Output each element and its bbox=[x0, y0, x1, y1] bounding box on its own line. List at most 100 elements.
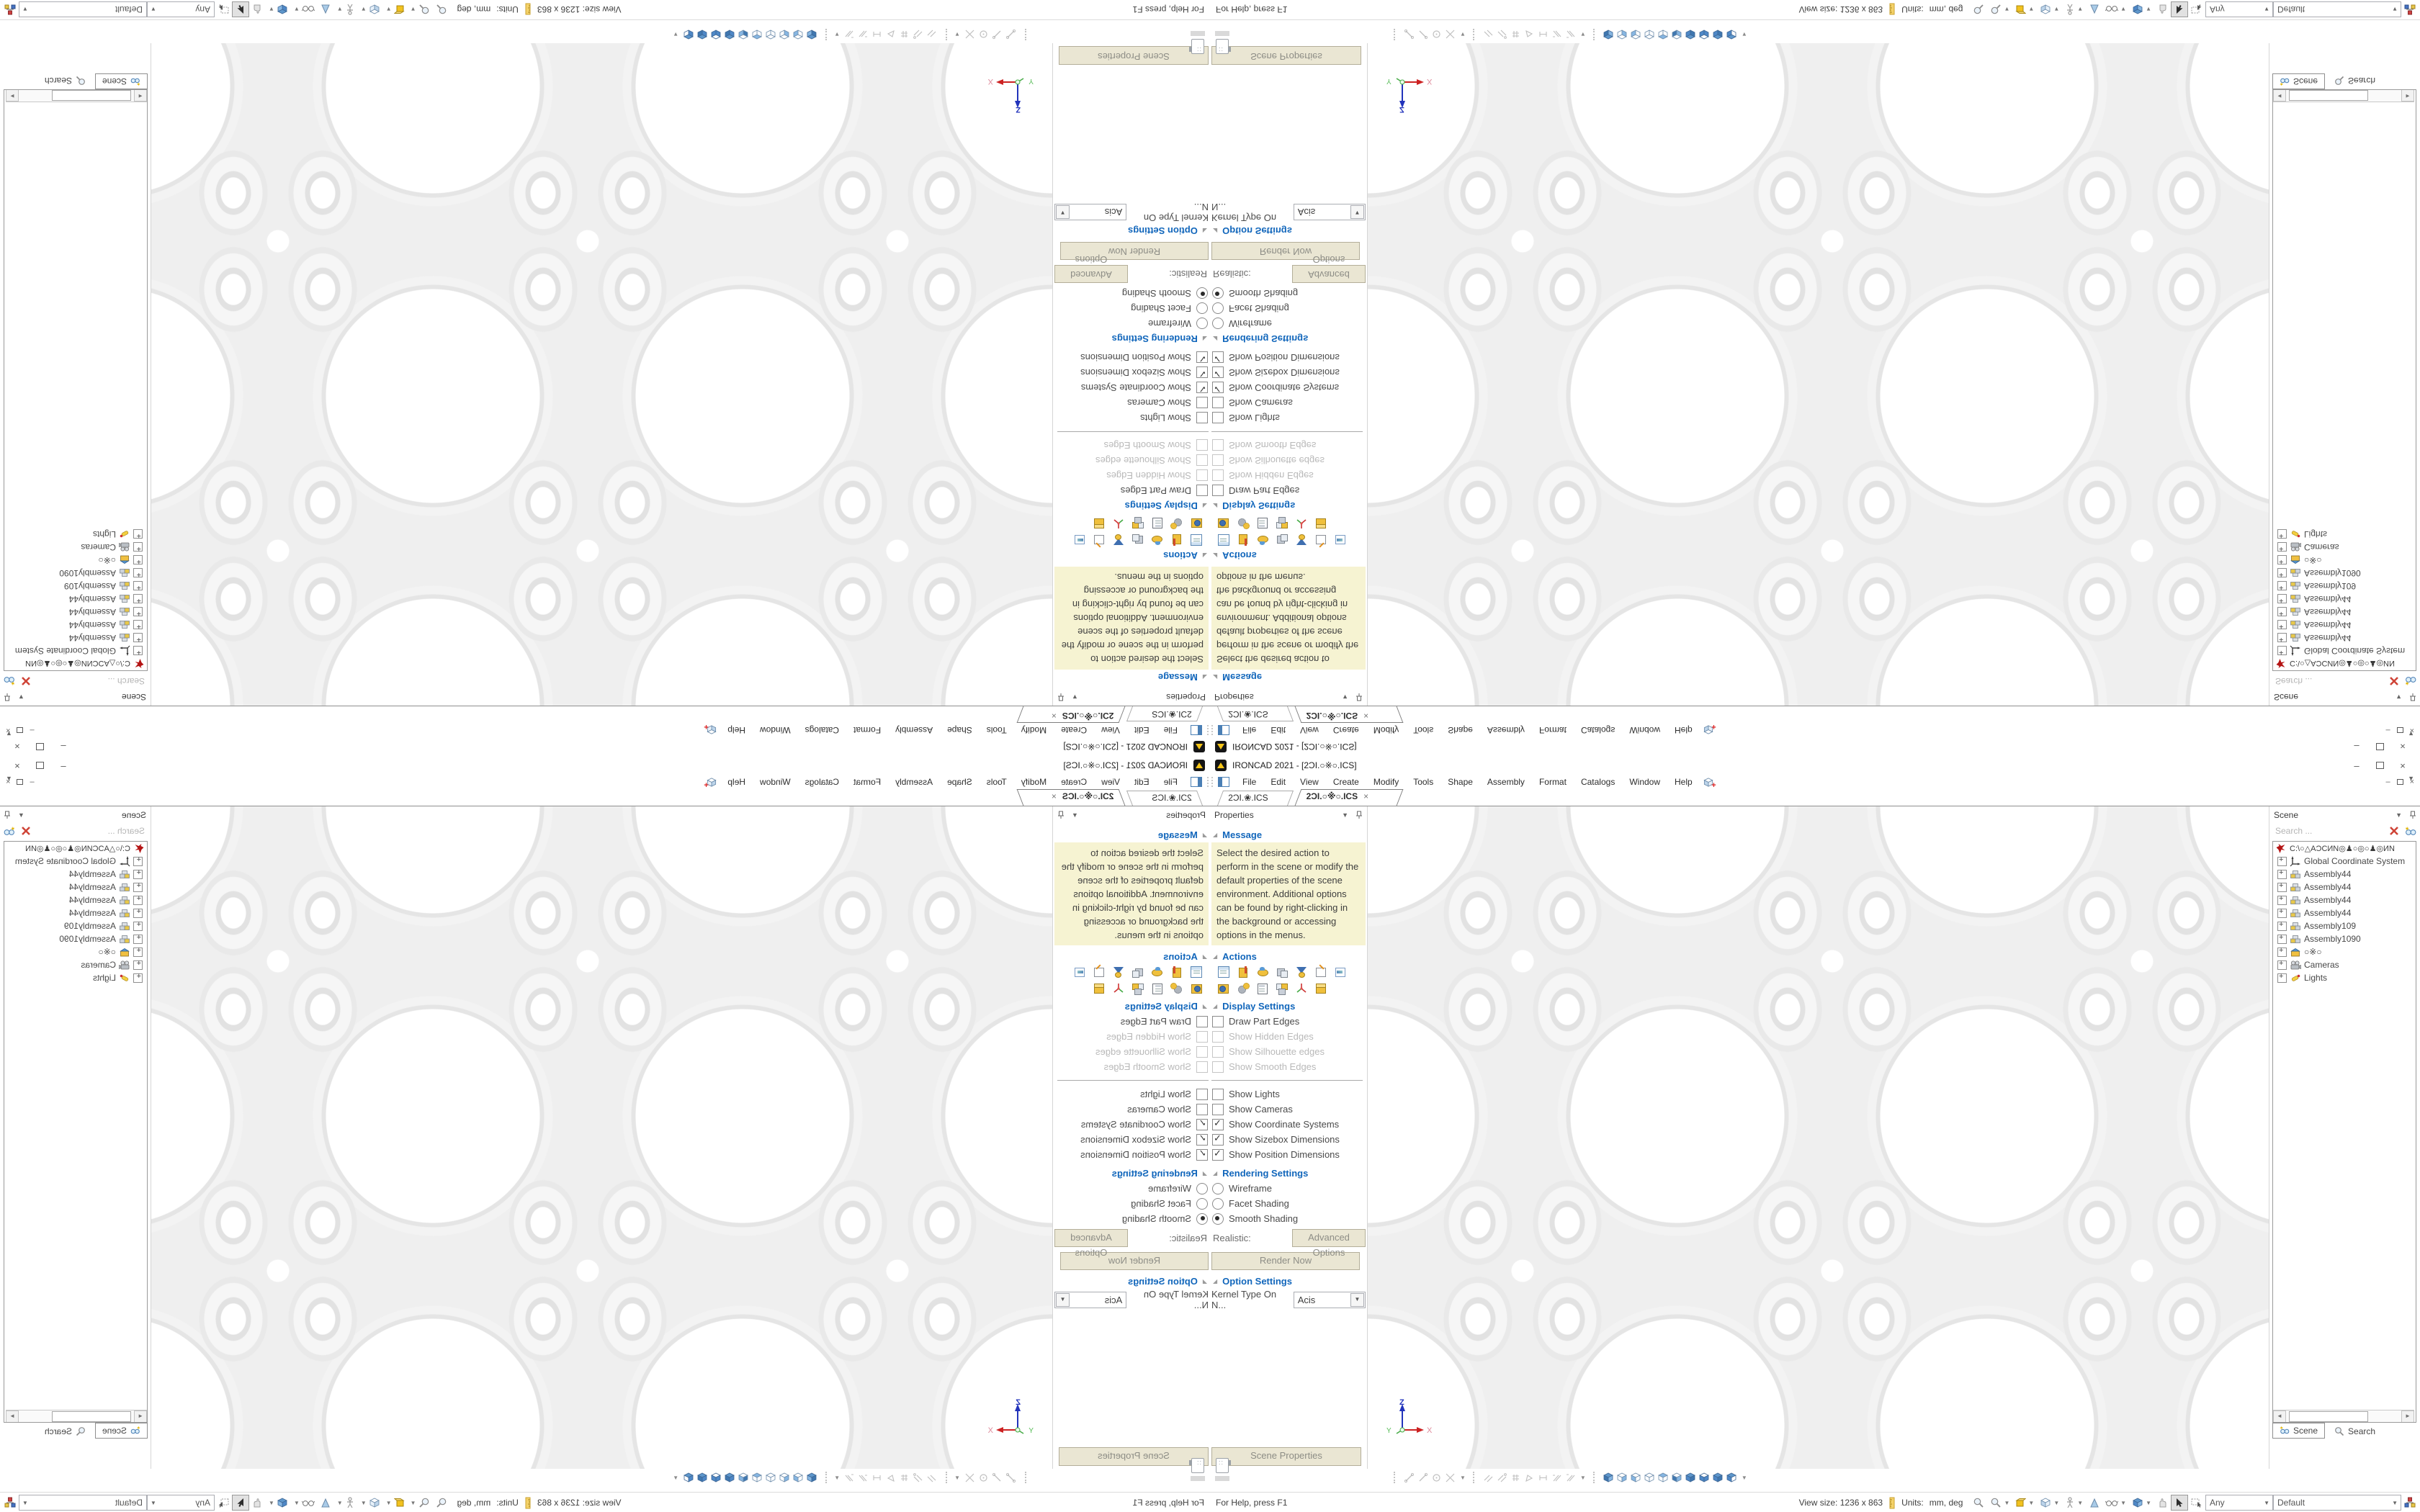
add-catalog-icon[interactable]: + bbox=[704, 723, 717, 736]
edit-sketch-icon[interactable] bbox=[1093, 964, 1106, 978]
stereo-glasses-icon[interactable]: ▼ bbox=[294, 1498, 315, 1507]
document-tab-active[interactable]: 2ƆI.○※○.ICS× bbox=[1294, 706, 1404, 723]
advanced-find-icon[interactable]: ★ bbox=[2404, 676, 2416, 687]
advanced-options-button[interactable]: Advanced Options bbox=[1054, 254, 1128, 283]
scrollbar-thumb[interactable] bbox=[2289, 90, 2368, 101]
radio-smooth-shading[interactable]: Smooth Shading bbox=[1053, 286, 1208, 301]
advanced-find-icon[interactable]: ★ bbox=[4, 826, 16, 837]
menu-catalogs[interactable]: Catalogs bbox=[1580, 777, 1615, 787]
pin-icon[interactable] bbox=[1355, 693, 1363, 701]
tree-item-assembly[interactable]: Assembly44 bbox=[4, 894, 147, 906]
sketch-circle-icon[interactable] bbox=[1430, 29, 1443, 41]
child-minimize-button[interactable]: – bbox=[2385, 778, 2390, 786]
zoom-options-icon[interactable]: ▼ bbox=[411, 1497, 430, 1508]
expand-icon[interactable] bbox=[133, 529, 143, 539]
selection-filter-combobox[interactable]: Any ▼ bbox=[2205, 1495, 2273, 1511]
dimension-icon[interactable] bbox=[1537, 29, 1549, 41]
toolbar-grip[interactable] bbox=[823, 1472, 828, 1483]
checkbox-show-cameras[interactable]: Show Cameras bbox=[1212, 395, 1367, 410]
expand-icon[interactable] bbox=[2277, 529, 2287, 539]
tab-search[interactable]: Search bbox=[38, 73, 92, 88]
view-cube-iso2-icon[interactable] bbox=[709, 1472, 722, 1484]
close-button[interactable]: × bbox=[2400, 741, 2406, 752]
selection-filter-combobox[interactable]: Any ▼ bbox=[147, 1495, 215, 1511]
message-section-header[interactable]: ◢ Message bbox=[1157, 672, 1207, 683]
render-config-combobox[interactable]: Default ▼ bbox=[19, 1495, 147, 1511]
scroll-left-icon[interactable]: ◄ bbox=[134, 89, 147, 102]
configurations-icon[interactable] bbox=[2404, 1497, 2416, 1508]
document-icon[interactable] bbox=[1218, 725, 1229, 735]
scene-search-input[interactable] bbox=[32, 825, 146, 837]
checkbox-show-sizebox-dimensions[interactable]: Show Sizebox Dimensions bbox=[1212, 365, 1367, 380]
extrude-shape-icon[interactable] bbox=[1237, 534, 1250, 546]
pin-icon[interactable] bbox=[4, 693, 11, 701]
menu-format[interactable]: Format bbox=[853, 777, 882, 787]
stereo-glasses-icon[interactable]: ▼ bbox=[294, 5, 315, 14]
render-now-button[interactable]: Render Now bbox=[1211, 1252, 1360, 1270]
menu-help[interactable]: Help bbox=[727, 725, 745, 735]
tab-close-icon[interactable]: × bbox=[1051, 711, 1057, 721]
sketch-spline-icon[interactable] bbox=[1444, 29, 1456, 41]
checkbox-show-silhouette-edges[interactable]: Show Silhouette edges bbox=[1212, 1044, 1367, 1059]
3d-viewport[interactable]: Z X Y bbox=[151, 806, 1052, 1469]
dimension-icon[interactable] bbox=[871, 1472, 883, 1484]
chevron-down-icon[interactable]: ▼ bbox=[1460, 1474, 1466, 1481]
perspective-icon[interactable] bbox=[2089, 4, 2099, 15]
walk-through-icon[interactable]: ▼ bbox=[2065, 1497, 2083, 1508]
clear-search-icon[interactable] bbox=[2388, 826, 2400, 836]
checkbox-show-sizebox-dimensions[interactable]: Show Sizebox Dimensions bbox=[1053, 1132, 1208, 1147]
marquee-select-icon[interactable] bbox=[218, 1498, 229, 1508]
tree-item-part[interactable]: ○※○ bbox=[2273, 554, 2416, 567]
kernel-type-combobox[interactable]: Acis ▼ bbox=[1054, 204, 1127, 221]
sketch-line-icon[interactable] bbox=[1403, 1472, 1415, 1484]
expand-icon[interactable] bbox=[133, 934, 143, 944]
checkbox-show-cameras[interactable]: Show Cameras bbox=[1053, 395, 1208, 410]
tree-item-assembly[interactable]: Assembly44 bbox=[4, 868, 147, 881]
menu-file[interactable]: File bbox=[1163, 725, 1178, 735]
view-cube-left-icon[interactable] bbox=[778, 1472, 790, 1484]
zoom-icon[interactable] bbox=[1973, 4, 1984, 15]
tab-scene[interactable]: ★ Scene bbox=[94, 73, 148, 89]
tree-item-global-coordinate-system[interactable]: Global Coordinate System bbox=[2273, 855, 2416, 868]
select-cursor-button[interactable] bbox=[2171, 1495, 2188, 1511]
view-cube-front-icon[interactable] bbox=[1603, 29, 1615, 41]
collapsed-panel-tab-icon[interactable] bbox=[1191, 39, 1204, 54]
spin-shape-icon[interactable] bbox=[1256, 534, 1269, 546]
view-cube-iso-icon[interactable] bbox=[1685, 1472, 1697, 1484]
chevron-down-icon[interactable]: ▼ bbox=[954, 31, 960, 38]
pin-icon[interactable] bbox=[1355, 811, 1363, 819]
view-camera-icon[interactable]: ▼ bbox=[361, 1497, 380, 1508]
3d-viewport[interactable]: Z X Y bbox=[1368, 806, 2269, 1469]
tree-root-row[interactable]: C:\○△AƆCИN◎♟○◎○♟◎ИN bbox=[4, 842, 147, 855]
view-cube-wire-icon[interactable] bbox=[1644, 1472, 1656, 1484]
grid-icon[interactable] bbox=[898, 1472, 910, 1484]
walk-through-icon[interactable]: ▼ bbox=[2065, 4, 2083, 15]
copy-shape-icon[interactable] bbox=[1131, 966, 1144, 978]
properties-list-icon[interactable] bbox=[1217, 534, 1230, 546]
menu-catalogs[interactable]: Catalogs bbox=[1580, 725, 1615, 735]
view-cube-top-icon[interactable] bbox=[1657, 29, 1670, 41]
3d-viewport[interactable]: Z X Y bbox=[1368, 43, 2269, 706]
fit-scene-icon[interactable]: ▼ bbox=[386, 4, 405, 15]
menu-shape[interactable]: Shape bbox=[1448, 777, 1473, 787]
expand-icon[interactable] bbox=[2277, 907, 2287, 918]
view-camera-icon[interactable]: ▼ bbox=[2040, 1497, 2059, 1508]
menu-edit[interactable]: Edit bbox=[1270, 777, 1286, 787]
tab-scene[interactable]: ★ Scene bbox=[94, 1423, 148, 1439]
offset-icon[interactable] bbox=[1564, 29, 1577, 41]
checkbox-show-coordinate-systems[interactable]: Show Coordinate Systems bbox=[1053, 1117, 1208, 1132]
child-restore-button[interactable] bbox=[17, 779, 24, 785]
catalog-box-icon[interactable] bbox=[1093, 982, 1106, 995]
sketch-line-icon[interactable] bbox=[1403, 29, 1415, 41]
actions-section-header[interactable]: ◢ Actions bbox=[1213, 951, 1257, 962]
tree-root-row[interactable]: C:\○△AƆCИN◎♟○◎○♟◎ИN bbox=[2273, 842, 2416, 855]
tree-item-assembly[interactable]: Assembly44 bbox=[4, 631, 147, 644]
restore-button[interactable] bbox=[30, 757, 50, 773]
scroll-left-icon[interactable]: ◄ bbox=[2273, 1410, 2286, 1422]
zoom-icon[interactable] bbox=[1973, 1497, 1984, 1508]
toolbar-grip[interactable] bbox=[943, 1472, 948, 1483]
render-scene-icon[interactable] bbox=[1217, 982, 1230, 995]
spin-shape-icon[interactable] bbox=[1151, 966, 1164, 978]
child-minimize-button[interactable]: – bbox=[30, 778, 35, 786]
horizontal-scrollbar[interactable]: ◄ ► bbox=[6, 1410, 147, 1423]
